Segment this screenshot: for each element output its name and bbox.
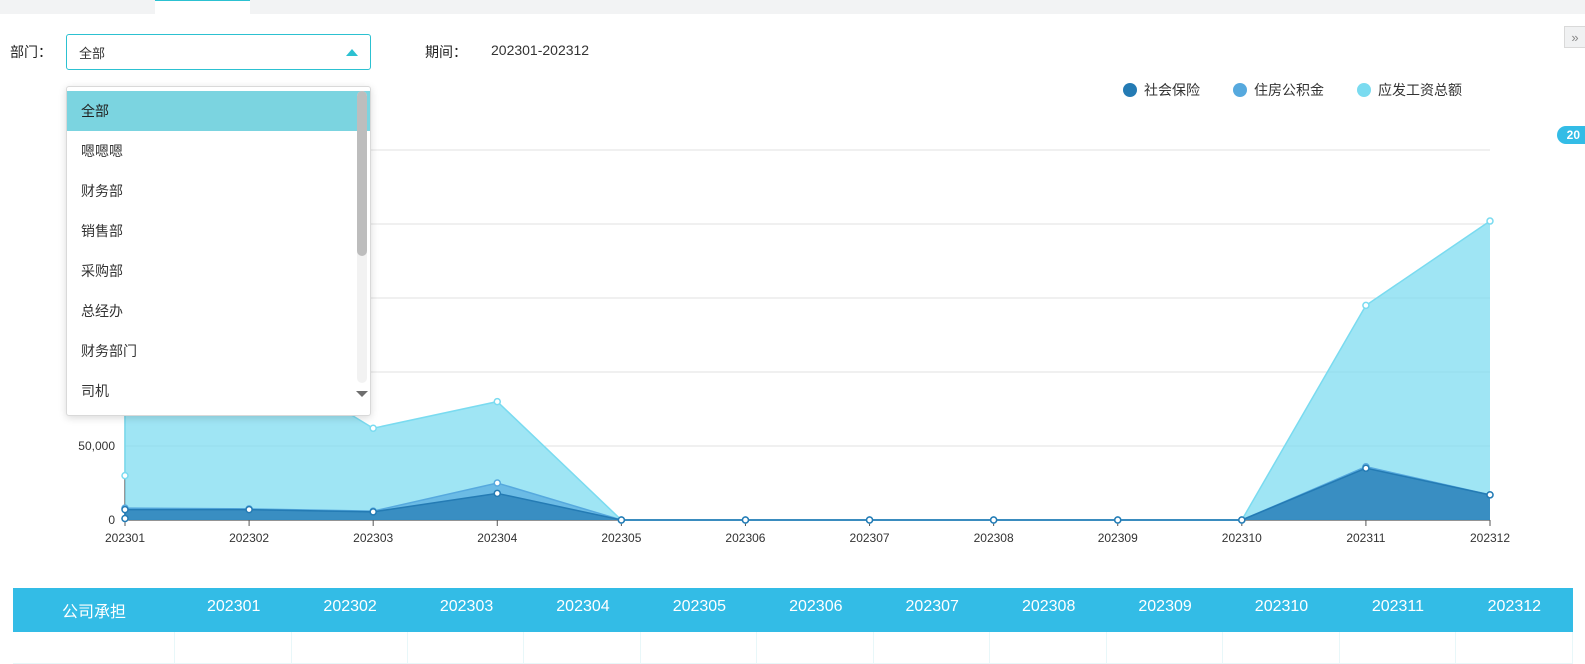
- side-badge: 20: [1557, 126, 1585, 144]
- svg-text:202310: 202310: [1222, 531, 1262, 545]
- scrollbar-thumb[interactable]: [357, 91, 367, 256]
- table-cell: [292, 632, 408, 663]
- svg-text:202311: 202311: [1346, 531, 1385, 545]
- table-cell: [1223, 632, 1339, 663]
- period-label: 期间：: [425, 34, 467, 62]
- dept-select-box[interactable]: 全部: [66, 34, 371, 70]
- dropdown-scrollbar[interactable]: [357, 91, 367, 383]
- svg-text:202307: 202307: [850, 531, 890, 545]
- table-cell: [524, 632, 640, 663]
- table-header-cell: 202309: [1107, 588, 1223, 632]
- table-header-cell: 202302: [292, 588, 408, 632]
- svg-text:202308: 202308: [974, 531, 1014, 545]
- dept-option[interactable]: 采购部: [67, 251, 370, 291]
- dept-option[interactable]: 嗯嗯嗯: [67, 131, 370, 171]
- svg-text:202309: 202309: [1098, 531, 1138, 545]
- dept-selected-value: 全部: [79, 43, 105, 62]
- filter-bar: 部门： 全部 全部嗯嗯嗯财务部销售部采购部总经办财务部门司机 期间： 20230…: [0, 14, 1585, 70]
- svg-text:0: 0: [108, 513, 115, 527]
- svg-text:202301: 202301: [105, 531, 145, 545]
- table-cell: [1107, 632, 1223, 663]
- table-header-cell: 202301: [175, 588, 291, 632]
- svg-text:社会保险: 社会保险: [1144, 82, 1200, 98]
- table-cell: [1340, 632, 1456, 663]
- svg-text:202306: 202306: [725, 531, 765, 545]
- table-cell: [13, 632, 176, 663]
- table-header-cell: 202306: [758, 588, 874, 632]
- table-header-cell: 202303: [408, 588, 524, 632]
- dept-option[interactable]: 财务部门: [67, 331, 370, 371]
- table-header-cell: 202305: [641, 588, 757, 632]
- table-cell: [408, 632, 524, 663]
- table-header-row: 公司承担202301202302202303202304202305202306…: [13, 588, 1573, 632]
- dept-select: 全部 全部嗯嗯嗯财务部销售部采购部总经办财务部门司机: [66, 34, 371, 70]
- table-header-cell: 202307: [874, 588, 990, 632]
- svg-text:50,000: 50,000: [78, 439, 115, 453]
- table-cell: [175, 632, 291, 663]
- svg-text:202312: 202312: [1470, 531, 1510, 545]
- svg-text:202302: 202302: [229, 531, 269, 545]
- dept-option[interactable]: 总经办: [67, 291, 370, 331]
- svg-text:202304: 202304: [477, 531, 517, 545]
- dept-option[interactable]: 销售部: [67, 211, 370, 251]
- table-cell: [990, 632, 1106, 663]
- dept-option[interactable]: 司机: [67, 371, 370, 411]
- table-header-cell: 202311: [1340, 588, 1456, 632]
- svg-text:202303: 202303: [353, 531, 393, 545]
- dept-option[interactable]: 全部: [67, 91, 370, 131]
- dept-dropdown: 全部嗯嗯嗯财务部销售部采购部总经办财务部门司机: [66, 86, 371, 416]
- table-cell: [1456, 632, 1572, 663]
- svg-text:应发工资总额: 应发工资总额: [1378, 82, 1462, 98]
- svg-text:住房公积金: 住房公积金: [1254, 82, 1324, 98]
- tab-bar: [0, 0, 1585, 14]
- table-header-cell: 202304: [525, 588, 641, 632]
- dept-option[interactable]: 财务部: [67, 171, 370, 211]
- period-value: 202301-202312: [491, 34, 589, 58]
- chevron-up-icon: [346, 49, 358, 56]
- table-cell: [641, 632, 757, 663]
- table-cell: [874, 632, 990, 663]
- table-header-cell: 202312: [1456, 588, 1572, 632]
- table-row: [13, 632, 1573, 664]
- table-header-cell: 202310: [1223, 588, 1339, 632]
- table-header-cell: 202308: [990, 588, 1106, 632]
- dept-label: 部门：: [10, 34, 52, 62]
- svg-text:202305: 202305: [601, 531, 641, 545]
- table-header-cell: 公司承担: [13, 588, 176, 632]
- chevron-down-icon: [356, 391, 368, 397]
- table-cell: [757, 632, 873, 663]
